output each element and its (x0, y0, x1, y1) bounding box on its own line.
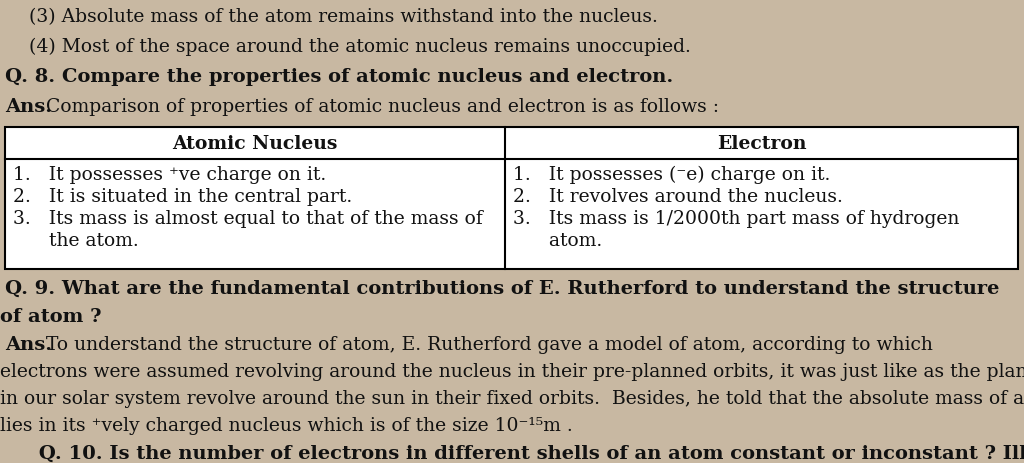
Text: (4) Most of the space around the atomic nucleus remains unoccupied.: (4) Most of the space around the atomic … (5, 38, 691, 56)
Text: Atomic Nucleus: Atomic Nucleus (172, 135, 338, 153)
Text: 2.   It is situated in the central part.: 2. It is situated in the central part. (13, 188, 352, 206)
Text: of atom ?: of atom ? (0, 307, 101, 325)
Text: To understand the structure of atom, E. Rutherford gave a model of atom, accordi: To understand the structure of atom, E. … (40, 335, 933, 353)
Text: 1.   It possesses (⁻e) charge on it.: 1. It possesses (⁻e) charge on it. (513, 166, 830, 184)
Text: 3.   Its mass is almost equal to that of the mass of: 3. Its mass is almost equal to that of t… (13, 210, 482, 227)
Text: Ans.: Ans. (5, 98, 52, 116)
Bar (5, 128, 1018, 269)
Text: Ans.: Ans. (5, 335, 52, 353)
Text: (3) Absolute mass of the atom remains withstand into the nucleus.: (3) Absolute mass of the atom remains wi… (5, 8, 657, 26)
Text: lies in its ⁺vely charged nucleus which is of the size 10⁻¹⁵m .: lies in its ⁺vely charged nucleus which … (0, 416, 572, 434)
Text: the atom.: the atom. (13, 232, 138, 250)
Text: Q. 8. Compare the properties of atomic nucleus and electron.: Q. 8. Compare the properties of atomic n… (5, 68, 673, 86)
Text: 2.   It revolves around the nucleus.: 2. It revolves around the nucleus. (513, 188, 843, 206)
Text: Q. 10. Is the number of electrons in different shells of an atom constant or inc: Q. 10. Is the number of electrons in dif… (5, 444, 1024, 462)
Text: atom.: atom. (513, 232, 602, 250)
Text: in our solar system revolve around the sun in their fixed orbits.  Besides, he t: in our solar system revolve around the s… (0, 389, 1024, 407)
Text: 3.   Its mass is 1/2000th part mass of hydrogen: 3. Its mass is 1/2000th part mass of hyd… (513, 210, 959, 227)
Text: Electron: Electron (717, 135, 806, 153)
Text: Comparison of properties of atomic nucleus and electron is as follows :: Comparison of properties of atomic nucle… (40, 98, 719, 116)
Text: electrons were assumed revolving around the nucleus in their pre-planned orbits,: electrons were assumed revolving around … (0, 362, 1024, 380)
Text: Q. 9. What are the fundamental contributions of E. Rutherford to understand the : Q. 9. What are the fundamental contribut… (5, 279, 999, 297)
Text: 1.   It possesses ⁺ve charge on it.: 1. It possesses ⁺ve charge on it. (13, 166, 327, 184)
